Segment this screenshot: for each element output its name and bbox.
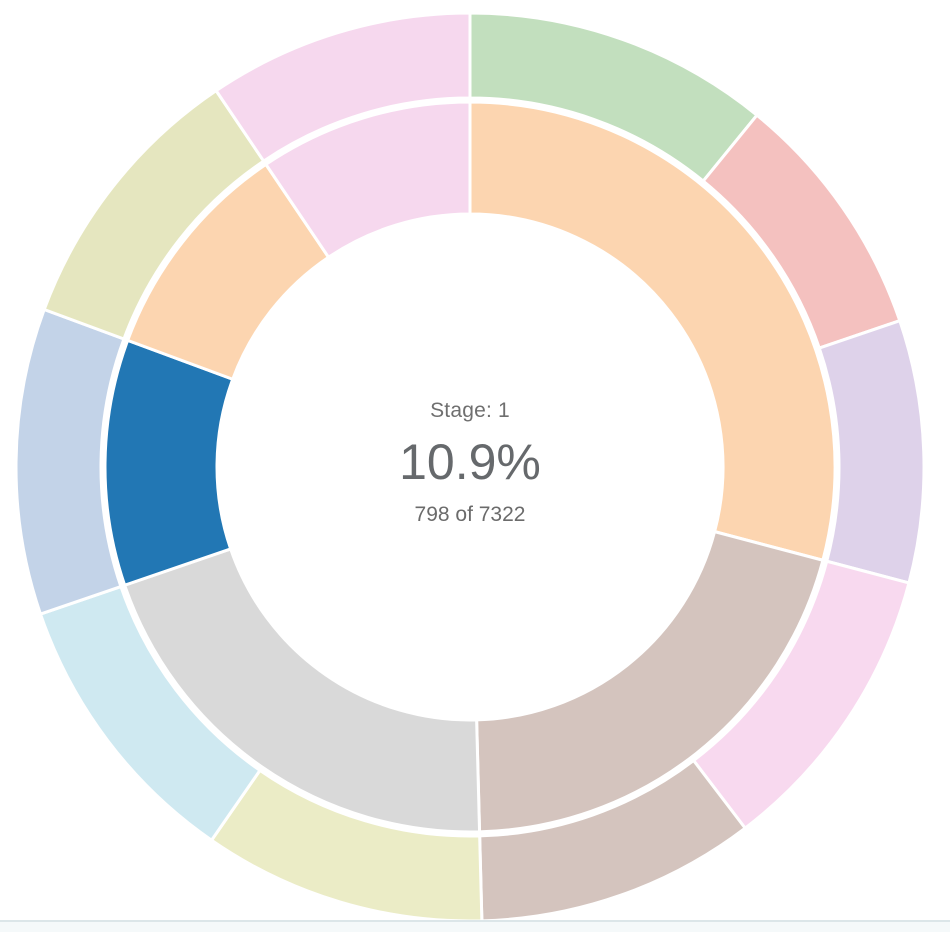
- inner-ring-segment-inner-2[interactable]: [475, 530, 825, 834]
- bottom-panel-divider: [0, 920, 950, 932]
- inner-ring-segment-inner-1[interactable]: [468, 100, 837, 562]
- inner-ring-segment-inner-6[interactable]: [264, 100, 472, 259]
- inner-ring-segment-inner-4[interactable]: [103, 338, 235, 587]
- inner-ring-segment-inner-3[interactable]: [123, 547, 482, 834]
- outer-ring-segment-outer-10[interactable]: [214, 11, 472, 163]
